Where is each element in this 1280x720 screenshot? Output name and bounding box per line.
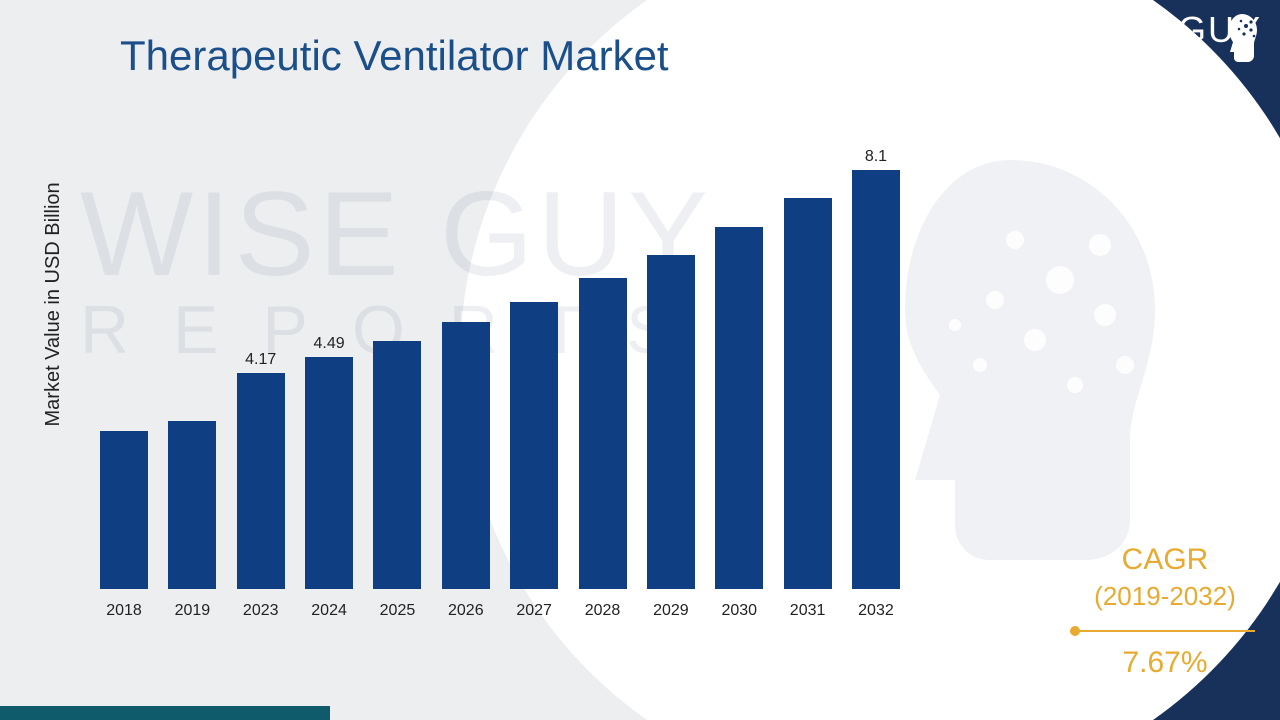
bar-value-label: 4.49 [314,335,345,353]
chart: Market Value in USD Billion 4.174.498.1 … [60,150,910,630]
x-axis-label: 2023 [227,602,295,620]
x-labels: 2018201920232024202520262027202820292030… [90,602,910,620]
bar [100,431,148,589]
x-axis-label: 2024 [295,602,363,620]
bar-slot: 4.49 [295,335,363,589]
cagr-title: CAGR [1050,543,1280,577]
bar-slot [158,399,226,589]
bar [373,341,421,589]
bar-slot [500,280,568,589]
bar [647,255,695,589]
y-axis-label: Market Value in USD Billion [42,182,65,426]
x-axis-label: 2027 [500,602,568,620]
x-axis-label: 2026 [432,602,500,620]
bar-slot [705,205,773,589]
cagr-divider [1075,630,1255,632]
bar-slot: 4.17 [227,351,295,589]
cagr-block: CAGR (2019-2032) 7.67% [1050,543,1280,680]
cagr-value: 7.67% [1050,646,1280,680]
bar [168,421,216,589]
footer-band [0,706,330,720]
x-axis-label: 2025 [363,602,431,620]
bar [579,278,627,589]
bar-slot [774,176,842,589]
logo: WISE GUY REPORTS [1053,12,1262,68]
bar [715,227,763,589]
x-axis-label: 2019 [158,602,226,620]
bar [442,322,490,589]
page-title: Therapeutic Ventilator Market [120,32,669,80]
bar-slot: 8.1 [842,148,910,589]
bar-slot [90,409,158,589]
bar [784,198,832,589]
x-axis-label: 2028 [569,602,637,620]
dot-icon [1070,626,1080,636]
cagr-range: (2019-2032) [1050,581,1280,612]
x-axis-label: 2030 [705,602,773,620]
plot-area: 4.17 4.49 8.1 [90,150,910,590]
bar-slot [569,256,637,589]
canvas: WISE GUY REPORTS CAGR (2019-2032) 7.67% … [0,0,1280,720]
bar [510,302,558,589]
bar-slot [637,233,705,589]
bar [852,170,900,589]
head-icon [1224,12,1262,64]
x-axis-label: 2032 [842,602,910,620]
x-axis-label: 2029 [637,602,705,620]
x-axis-label: 2031 [774,602,842,620]
bar-slot [432,300,500,589]
bar-value-label: 8.1 [865,148,887,166]
bar [237,373,285,589]
bar [305,357,353,589]
bar-value-label: 4.17 [245,351,276,369]
bars-container: 4.17 4.49 8.1 [90,150,910,589]
x-axis-label: 2018 [90,602,158,620]
bar-slot [363,319,431,589]
